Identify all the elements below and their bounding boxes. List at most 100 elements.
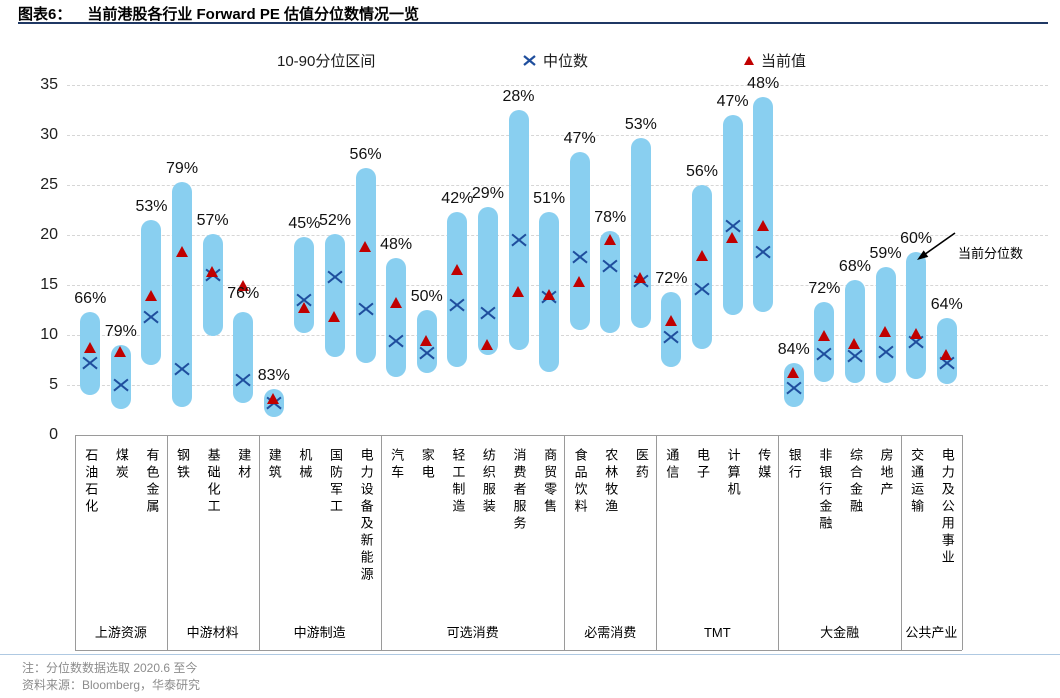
industry-label: 轻工制造	[450, 448, 466, 516]
annotation-label: 当前分位数	[958, 246, 1024, 261]
percentile-label: 50%	[410, 288, 443, 305]
percentile-range-bar	[875, 267, 896, 383]
industry-group-label: 中游材料	[186, 625, 239, 640]
annotation-arrow-icon	[917, 232, 956, 260]
percentile-label: 28%	[502, 88, 535, 105]
y-axis-tick-label: 25	[40, 176, 58, 193]
percentile-range-bar	[569, 152, 590, 330]
percentile-label: 53%	[135, 198, 168, 215]
median-marker	[786, 382, 802, 395]
table-bottom-border	[75, 650, 962, 651]
percentile-label: 29%	[471, 185, 504, 202]
percentile-label: 72%	[808, 280, 841, 297]
percentile-range-bar	[324, 234, 345, 357]
median-marker	[572, 251, 588, 264]
industry-label: 机械	[297, 448, 313, 482]
median-marker	[358, 303, 374, 316]
current-triangle-icon	[744, 55, 754, 65]
median-marker	[847, 350, 863, 363]
chart-source: 资料来源：Bloomberg，华泰研究	[22, 678, 201, 692]
percentile-range-bar	[722, 115, 743, 315]
percentile-range-bar	[508, 110, 529, 350]
percentile-range-bar	[386, 258, 407, 377]
current-marker	[909, 328, 922, 339]
median-marker	[327, 271, 343, 284]
median-marker	[602, 260, 618, 273]
industry-label: 汽车	[389, 448, 405, 482]
industry-label: 农林牧渔	[603, 448, 619, 516]
median-marker	[82, 357, 98, 370]
table-border	[166, 435, 168, 650]
percentile-label: 52%	[318, 212, 351, 229]
legend-item-current: 当前值	[744, 51, 806, 70]
industry-label: 煤炭	[113, 448, 129, 482]
percentile-label: 60%	[900, 230, 933, 247]
industry-label: 医药	[633, 448, 649, 482]
percentile-label: 51%	[533, 190, 566, 207]
industry-group-label: 中游制造	[293, 625, 346, 640]
gridline	[67, 135, 1048, 136]
current-marker	[879, 326, 892, 337]
current-marker	[940, 349, 953, 360]
percentile-label: 66%	[74, 290, 107, 307]
industry-label: 综合金融	[847, 448, 863, 516]
current-marker	[389, 297, 402, 308]
median-marker	[755, 246, 771, 259]
industry-label: 家电	[419, 448, 435, 482]
percentile-label: 64%	[930, 296, 963, 313]
median-marker	[449, 299, 465, 312]
current-marker	[420, 335, 433, 346]
median-x-icon	[523, 54, 536, 66]
gridline	[67, 385, 1048, 386]
percentile-label: 57%	[196, 212, 229, 229]
current-marker	[175, 246, 188, 257]
industry-label: 交通运输	[909, 448, 925, 516]
current-marker	[787, 367, 800, 378]
table-border	[656, 435, 658, 650]
industry-label: 商贸零售	[542, 448, 558, 516]
median-marker	[174, 363, 190, 376]
current-marker	[512, 286, 524, 297]
industry-group-label: 可选消费	[446, 625, 499, 640]
percentile-range-bar	[202, 234, 223, 336]
percentile-range-bar	[753, 97, 774, 312]
chart-note: 注：分位数数据选取 2020.6 至今	[22, 661, 198, 675]
industry-group-label: 大金融	[820, 625, 860, 640]
current-marker	[542, 289, 555, 300]
current-marker	[236, 280, 249, 291]
percentile-label: 47%	[716, 93, 749, 110]
table-border	[564, 435, 566, 650]
industry-label: 石油石化	[83, 448, 99, 516]
gridline	[67, 185, 1048, 186]
table-border	[380, 435, 382, 650]
percentile-label: 76%	[227, 285, 260, 302]
industry-label: 消费者服务	[511, 448, 527, 533]
percentile-label: 79%	[104, 323, 137, 340]
current-marker	[297, 302, 310, 313]
y-axis-tick-label: 5	[49, 376, 58, 393]
percentile-label: 56%	[349, 146, 382, 163]
percentile-range-bar	[80, 312, 101, 395]
industry-label: 建材	[236, 448, 252, 482]
median-marker	[663, 331, 679, 344]
median-marker	[878, 346, 894, 359]
percentile-label: 78%	[594, 209, 627, 226]
current-marker	[359, 241, 372, 252]
current-marker	[328, 311, 341, 322]
median-marker	[143, 311, 159, 324]
current-marker	[267, 393, 280, 404]
median-marker	[113, 379, 129, 392]
legend-median-label: 中位数	[543, 52, 589, 70]
title-rule	[18, 22, 1048, 24]
y-axis-tick-label: 0	[49, 426, 58, 443]
percentile-range-bar	[355, 168, 376, 363]
legend-item-median: 中位数	[523, 51, 589, 70]
percentile-label: 42%	[441, 190, 474, 207]
median-marker	[725, 220, 741, 233]
industry-label: 食品饮料	[572, 448, 588, 516]
percentile-label: 84%	[777, 341, 810, 358]
industry-label: 电子	[695, 448, 711, 482]
median-marker	[419, 347, 435, 360]
